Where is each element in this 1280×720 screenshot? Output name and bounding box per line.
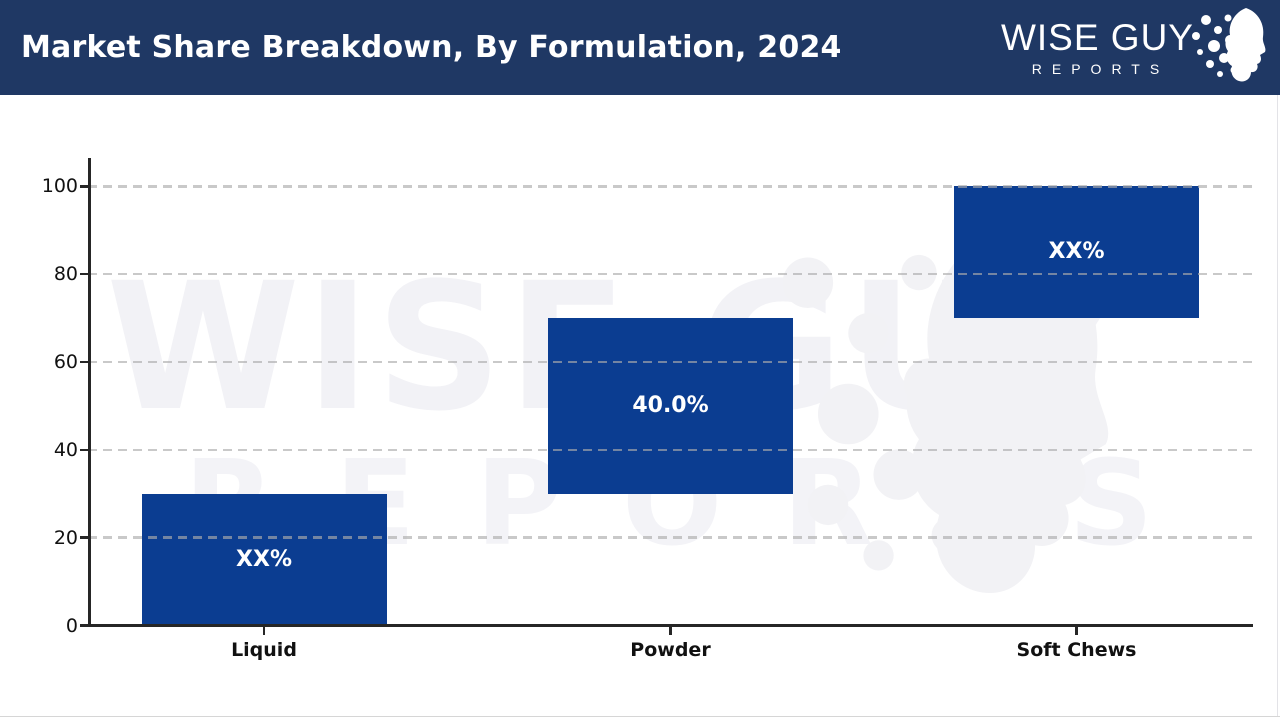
logo-wordmark-text: WISE GUY bbox=[1000, 16, 1194, 58]
gridline bbox=[88, 185, 1253, 188]
y-tick bbox=[79, 624, 89, 627]
y-axis-tick-label: 60 bbox=[53, 350, 78, 373]
logo-wordmark: WISE GUY REPORTS bbox=[1001, 19, 1194, 77]
logo-face-icon bbox=[1190, 6, 1268, 90]
logo-tagline-text: REPORTS bbox=[1031, 60, 1170, 77]
y-tick bbox=[79, 360, 89, 364]
logo: WISE GUY REPORTS bbox=[1001, 6, 1268, 90]
y-axis-tick-label: 0 bbox=[65, 614, 78, 637]
right-border-line bbox=[1276, 95, 1278, 716]
bar-value-label: XX% bbox=[236, 546, 292, 572]
header: Market Share Breakdown, By Formulation, … bbox=[0, 0, 1280, 95]
x-tick bbox=[262, 627, 266, 635]
y-tick bbox=[79, 185, 89, 188]
x-tick bbox=[669, 627, 672, 635]
y-tick bbox=[79, 448, 89, 452]
y-tick bbox=[79, 272, 89, 276]
x-axis-line bbox=[88, 624, 1253, 627]
gridline bbox=[88, 360, 1253, 364]
y-tick bbox=[79, 536, 89, 539]
bar bbox=[141, 493, 387, 626]
gridline bbox=[88, 272, 1253, 276]
page-title: Market Share Breakdown, By Formulation, … bbox=[21, 30, 842, 65]
y-axis-tick-label: 80 bbox=[53, 263, 78, 286]
bottom-border-line bbox=[0, 715, 1280, 717]
x-axis-category-label: Powder bbox=[630, 639, 711, 661]
gridline bbox=[88, 536, 1253, 539]
bar-value-label: 40.0% bbox=[632, 392, 709, 418]
bar-value-label: XX% bbox=[1048, 239, 1105, 265]
x-axis-category-label: Soft Chews bbox=[1016, 639, 1137, 661]
gridline bbox=[88, 448, 1253, 452]
x-axis-category-label: Liquid bbox=[231, 639, 297, 661]
x-tick bbox=[1075, 627, 1078, 635]
y-axis-tick-label: 40 bbox=[53, 438, 78, 461]
y-axis-tick-label: 100 bbox=[41, 175, 78, 198]
y-axis-line bbox=[88, 158, 91, 626]
y-axis-tick-label: 20 bbox=[53, 526, 78, 549]
